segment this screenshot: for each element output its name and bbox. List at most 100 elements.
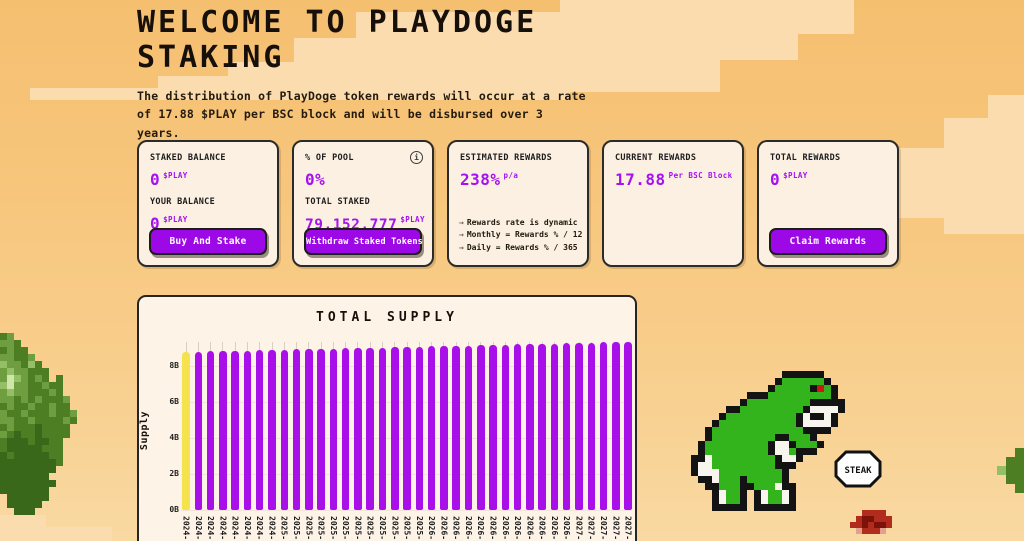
estimated-rewards-unit: p/a [503, 171, 519, 180]
cloud [30, 88, 162, 100]
cloud [712, 0, 798, 60]
x-tick-label: 2025- [365, 516, 375, 541]
estimated-rewards-title: ESTIMATED REWARDS [460, 153, 553, 163]
page-subtitle: The distribution of PlayDoge token rewar… [137, 89, 586, 140]
withdraw-staked-tokens-button[interactable]: Withdraw Staked Tokens [304, 228, 423, 255]
y-tick-label: 8B [169, 361, 179, 370]
bar-whisker [197, 342, 199, 352]
cloud [158, 76, 232, 100]
cloud [988, 95, 1024, 119]
supply-bar [354, 348, 362, 510]
x-tick-label: 2026- [427, 516, 437, 541]
current-rewards-value: 17.88 [615, 170, 666, 189]
staked-balance-title: STAKED BALANCE [150, 153, 226, 163]
x-tick-label: 2025- [378, 516, 387, 541]
bar-whisker [517, 342, 519, 345]
bar-whisker [590, 342, 592, 343]
arrow-icon: → [459, 242, 464, 252]
total-rewards-value: 0 [770, 170, 781, 189]
supply-bar [427, 346, 436, 510]
supply-bar [243, 350, 252, 510]
page-title-line1: WELCOME TO PLAYDOGE [137, 5, 538, 40]
rewards-note: → Rewards rate is dynamic [459, 217, 582, 229]
your-balance-value-row: 0 $PLAY [150, 214, 266, 233]
supply-bar [526, 344, 534, 510]
cactus-pixel-art [997, 448, 1024, 497]
bar-whisker [566, 342, 568, 344]
cloud [560, 0, 720, 92]
your-balance-unit: $PLAY [163, 215, 188, 224]
bar-whisker [296, 342, 297, 350]
cloud [790, 0, 854, 34]
supply-bar [366, 347, 374, 510]
x-tick-label: 2025- [341, 516, 351, 541]
x-tick-label: 2026- [439, 516, 449, 541]
total-rewards-card: TOTAL REWARDS 0 $PLAY Claim Rewards [757, 140, 899, 267]
x-tick-label: 2025- [292, 516, 301, 541]
staked-balance-card: STAKED BALANCE 0 $PLAY YOUR BALANCE 0 $PLA… [137, 140, 279, 267]
supply-bar [255, 350, 264, 510]
x-tick-label: 2024- [193, 516, 203, 541]
supply-bar [182, 352, 190, 510]
cloud [294, 38, 360, 100]
supply-bar [219, 351, 227, 510]
supply-bar [501, 344, 509, 510]
staked-balance-unit: $PLAY [163, 171, 188, 180]
total-rewards-title: TOTAL REWARDS [770, 153, 841, 163]
bar-whisker [234, 342, 236, 351]
x-tick-label: 2026- [549, 516, 559, 541]
bush-pixel-art [0, 333, 77, 519]
y-tick-label: 2B [169, 469, 179, 478]
steak-sign-label: STEAK [844, 466, 872, 476]
rewards-note-text: Daily = Rewards % / 365 [466, 242, 578, 252]
bar-whisker [357, 342, 359, 348]
total-rewards-unit: $PLAY [783, 171, 808, 180]
pool-value-row: 0% [305, 170, 421, 189]
bar-whisker [418, 342, 420, 347]
x-tick-label: 2025- [402, 516, 412, 541]
buy-and-stake-button[interactable]: Buy And Stake [149, 228, 267, 255]
x-tick-label: 2026- [500, 516, 510, 541]
cloud [0, 515, 46, 541]
bar-whisker [283, 342, 285, 350]
y-tick-label: 0B [169, 505, 179, 514]
supply-bar [268, 350, 276, 510]
chart-title: TOTAL SUPPLY [316, 310, 458, 325]
x-tick-label: 2025- [328, 516, 338, 541]
current-rewards-unit: Per BSC Block [668, 171, 733, 180]
x-tick-label: 2026- [451, 516, 461, 541]
rewards-note: → Monthly = Rewards % / 12 [459, 229, 582, 241]
supply-bar [403, 346, 411, 510]
bar-whisker [271, 342, 273, 350]
current-rewards-card: CURRENT REWARDS 17.88 Per BSC Block [602, 140, 744, 267]
x-tick-label: 2027- [611, 516, 621, 541]
bar-whisker [259, 342, 261, 351]
claim-rewards-button[interactable]: Claim Rewards [769, 228, 887, 255]
estimated-rewards-value: 238% [460, 170, 501, 189]
bar-whisker [553, 342, 555, 344]
x-tick-label: 2025- [279, 516, 289, 541]
rewards-notes: → Rewards rate is dynamic → Monthly = Rewa… [459, 217, 582, 254]
supply-bar [305, 349, 313, 510]
your-balance-value: 0 [150, 214, 161, 233]
y-tick-label: 6B [169, 397, 179, 406]
bar-whisker [541, 342, 543, 344]
pool-title: % OF POOL [305, 153, 354, 163]
supply-bar [231, 350, 239, 510]
x-tick-label: 2027- [623, 516, 633, 541]
x-tick-label: 2026- [562, 516, 572, 541]
x-tick-label: 2026- [513, 516, 523, 541]
info-icon[interactable]: i [410, 151, 423, 164]
bar-whisker [431, 342, 433, 347]
x-tick-label: 2027- [586, 516, 596, 541]
x-tick-label: 2025- [304, 516, 314, 541]
bar-whisker [246, 342, 248, 351]
chart-y-axis-label: Supply [139, 410, 151, 451]
supply-bar [489, 344, 497, 510]
bar-whisker [394, 342, 396, 348]
supply-bar [292, 349, 301, 510]
cloud [46, 527, 112, 541]
rewards-note-text: Monthly = Rewards % / 12 [466, 230, 583, 240]
total-supply-chart: TOTAL SUPPLY Supply 0B 2B 4B 6B 8B 2024- 2024-… [137, 295, 637, 541]
